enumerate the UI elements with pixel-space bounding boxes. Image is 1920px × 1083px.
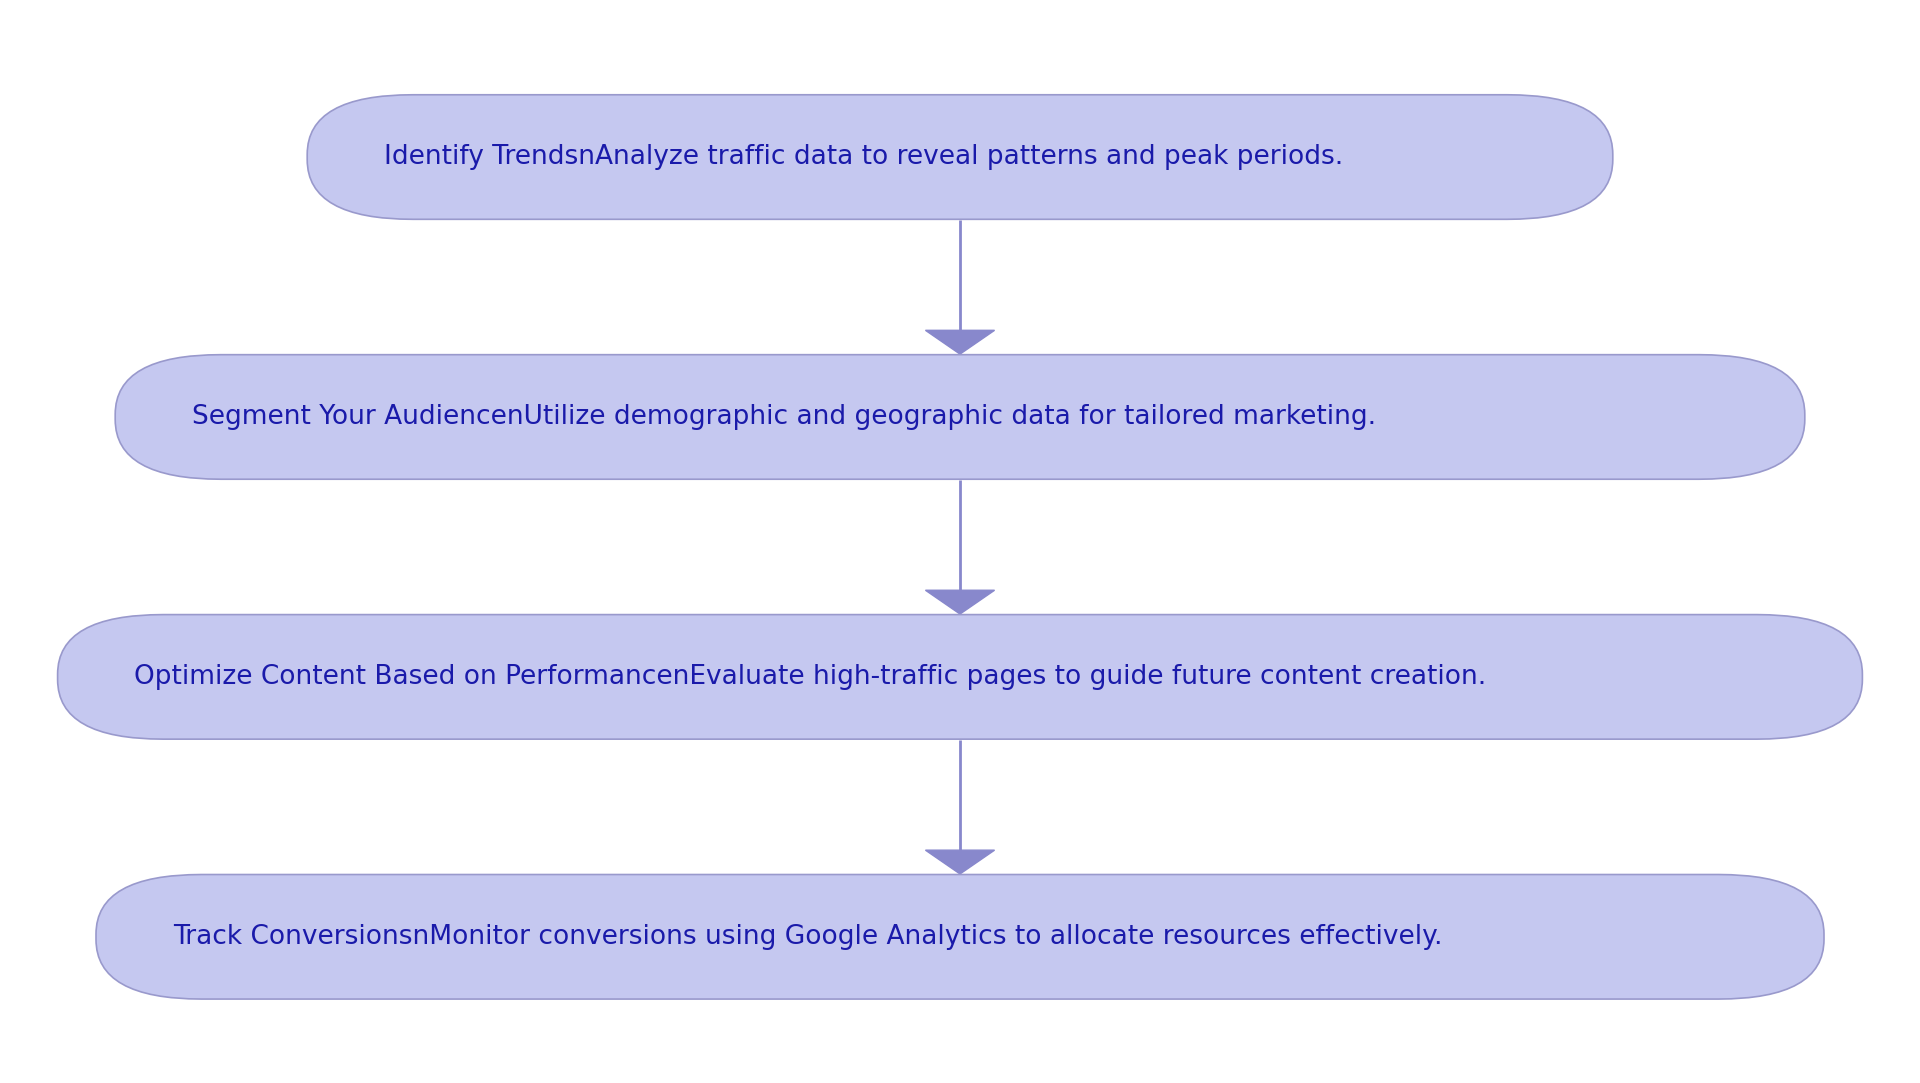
FancyBboxPatch shape [58, 615, 1862, 739]
Polygon shape [925, 330, 995, 354]
Text: Segment Your AudiencenUtilize demographic and geographic data for tailored marke: Segment Your AudiencenUtilize demographi… [192, 404, 1377, 430]
Text: Optimize Content Based on PerformancenEvaluate high-traffic pages to guide futur: Optimize Content Based on PerformancenEv… [134, 664, 1486, 690]
Text: Track ConversionsnMonitor conversions using Google Analytics to allocate resourc: Track ConversionsnMonitor conversions us… [173, 924, 1442, 950]
FancyBboxPatch shape [307, 95, 1613, 219]
Polygon shape [925, 590, 995, 614]
Text: Identify TrendsnAnalyze traffic data to reveal patterns and peak periods.: Identify TrendsnAnalyze traffic data to … [384, 144, 1344, 170]
FancyBboxPatch shape [115, 355, 1805, 479]
Polygon shape [925, 850, 995, 874]
FancyBboxPatch shape [96, 875, 1824, 999]
